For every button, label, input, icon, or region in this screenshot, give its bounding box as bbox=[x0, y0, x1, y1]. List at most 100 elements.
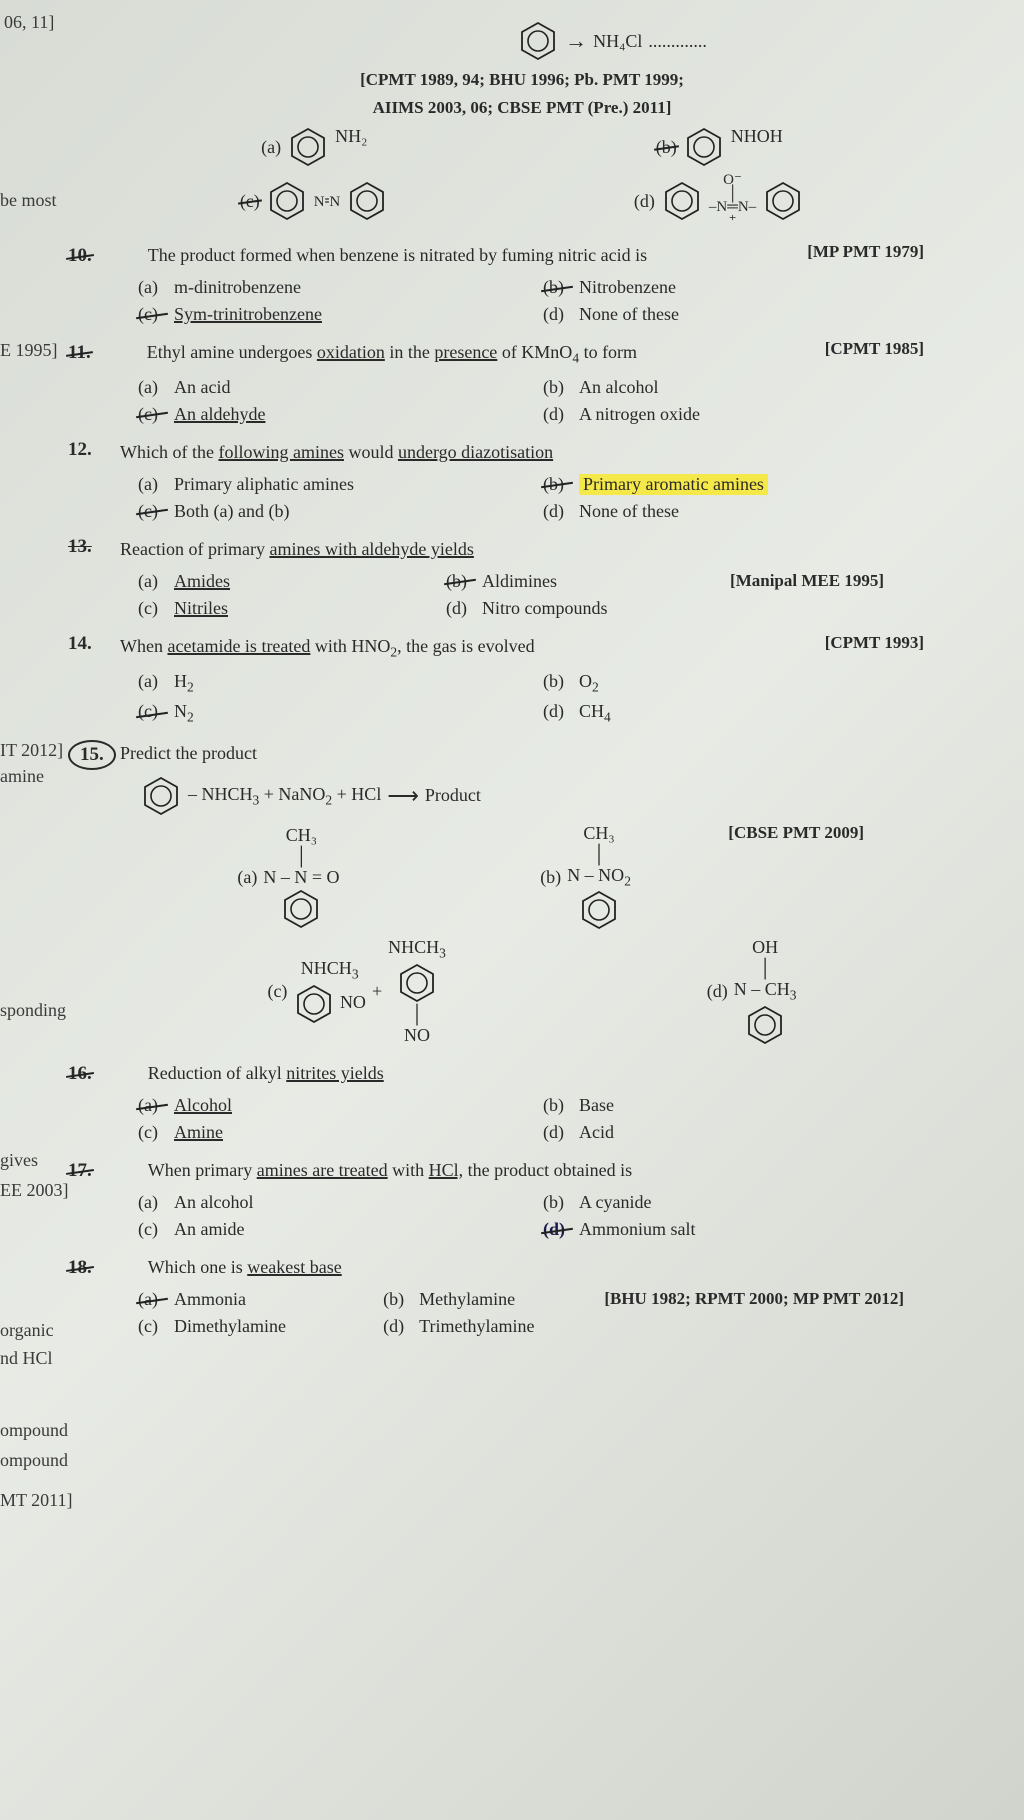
reaction-text: – NHCH3 + NaNO2 + HCl bbox=[188, 784, 381, 809]
question-text: Reaction of primary amines with aldehyde… bbox=[120, 539, 474, 559]
question-ref: [Manipal MEE 1995] bbox=[730, 571, 884, 591]
option-text: Nitriles bbox=[174, 598, 228, 619]
option-label: (d) bbox=[446, 598, 474, 619]
question-text: Reduction of alkyl nitrites yields bbox=[148, 1063, 384, 1083]
question-18: 18. Which one is weakest base bbox=[120, 1254, 924, 1281]
option-label: (a) bbox=[138, 1192, 166, 1213]
benzene-icon bbox=[661, 180, 703, 222]
substituent: NHOH bbox=[731, 126, 783, 147]
option-text: An alcohol bbox=[579, 377, 658, 398]
option-label: (c) bbox=[138, 598, 166, 619]
q18-options: (a)Ammonia (b)Methylamine (c)Dimethylami… bbox=[138, 1289, 604, 1337]
option-label: (a) bbox=[138, 474, 166, 495]
option-text: A cyanide bbox=[579, 1192, 651, 1213]
q13-options: (a)Amides (b)Aldimines (c)Nitriles (d)Ni… bbox=[138, 571, 730, 619]
q12-options: (a) Primary aliphatic amines (b) Primary a… bbox=[138, 474, 924, 522]
question-number: 15. bbox=[68, 740, 116, 770]
q14-options: (a)H2 (b)O2 (c)N2 (d)CH4 bbox=[138, 671, 924, 726]
q11-options: (a)An acid (b)An alcohol (c)An aldehyde … bbox=[138, 377, 924, 425]
option-label: (a) bbox=[237, 867, 257, 888]
option-label: (a) bbox=[138, 571, 166, 592]
question-ref: [CBSE PMT 2009] bbox=[728, 823, 864, 843]
q9-option-a: (a) NH₂ bbox=[261, 126, 367, 168]
benzene-icon bbox=[346, 180, 388, 222]
option-text: CH4 bbox=[579, 701, 611, 726]
option-text: Nitrobenzene bbox=[579, 277, 676, 298]
option-text: Base bbox=[579, 1095, 614, 1116]
benzene-icon bbox=[744, 1004, 786, 1046]
benzene-icon bbox=[517, 20, 559, 62]
question-number: 16. bbox=[68, 1063, 92, 1084]
question-11: 11. Ethyl amine undergoes oxidation in t… bbox=[120, 339, 924, 369]
substituent-main: │N – NO2 bbox=[567, 844, 631, 890]
option-label: (a) bbox=[138, 277, 166, 298]
plus-sign: + bbox=[372, 981, 382, 1002]
q9-option-b: (b) NHOH bbox=[656, 126, 783, 168]
option-text: Ammonium salt bbox=[579, 1219, 696, 1240]
substituent-top: CH₃ bbox=[567, 823, 631, 844]
margin-it2012: IT 2012] bbox=[0, 740, 63, 761]
option-label: (b) bbox=[543, 671, 571, 696]
option-text: Trimethylamine bbox=[419, 1316, 534, 1337]
q17-options: (a)An alcohol (b)A cyanide (c)An amide (… bbox=[138, 1192, 924, 1240]
margin-e1995: E 1995] bbox=[0, 340, 58, 361]
option-text: An acid bbox=[174, 377, 230, 398]
option-text: H2 bbox=[174, 671, 194, 696]
margin-nd-hcl: nd HCl bbox=[0, 1348, 53, 1369]
option-text: Amides bbox=[174, 571, 230, 592]
question-text: Which of the following amines would unde… bbox=[120, 442, 553, 462]
option-text: None of these bbox=[579, 501, 679, 522]
option-label: (c) bbox=[138, 404, 166, 425]
question-number: 12. bbox=[68, 439, 92, 461]
reference-line-2: AIIMS 2003, 06; CBSE PMT (Pre.) 2011] bbox=[120, 98, 924, 118]
arrow-icon: → bbox=[565, 28, 587, 54]
benzene-icon bbox=[280, 888, 322, 930]
option-text: Primary aliphatic amines bbox=[174, 474, 354, 495]
question-text: Which one is weakest base bbox=[148, 1257, 342, 1277]
reference-line-1: [CPMT 1989, 94; BHU 1996; Pb. PMT 1999; bbox=[120, 70, 924, 90]
substituent-main: │N – N = O bbox=[263, 846, 339, 888]
reagent-text: NH₄Cl bbox=[593, 31, 642, 52]
option-label: (d) bbox=[543, 701, 571, 726]
question-text: When acetamide is treated with HNO2, the… bbox=[120, 636, 535, 656]
option-label: (a) bbox=[261, 137, 281, 158]
option-label: (b) bbox=[543, 377, 571, 398]
option-label: (a) bbox=[138, 671, 166, 696]
q15-reaction: – NHCH3 + NaNO2 + HCl ⟶ Product bbox=[140, 775, 924, 817]
question-10: 10. The product formed when benzene is n… bbox=[120, 242, 924, 269]
margin-be-most: be most bbox=[0, 190, 57, 211]
question-ref: [CPMT 1985] bbox=[825, 339, 924, 359]
diazo-bridge: O⁻│–N═N–⁺ bbox=[709, 174, 756, 228]
question-text: The product formed when benzene is nitra… bbox=[148, 245, 647, 265]
option-text: Alcohol bbox=[174, 1095, 232, 1116]
question-14: 14. When acetamide is treated with HNO2,… bbox=[120, 633, 924, 663]
option-label: (b) bbox=[383, 1289, 411, 1310]
benzene-icon bbox=[140, 775, 182, 817]
option-label: (c) bbox=[138, 701, 166, 726]
margin-ee2003: EE 2003] bbox=[0, 1180, 68, 1201]
option-label: (d) bbox=[383, 1316, 411, 1337]
option-text: An amide bbox=[174, 1219, 244, 1240]
substituent: NHCH3 bbox=[293, 958, 366, 983]
option-label: (c) bbox=[138, 1122, 166, 1143]
option-label: (a) bbox=[138, 1095, 166, 1116]
question-ref: [MP PMT 1979] bbox=[807, 242, 924, 262]
option-text: Sym-trinitrobenzene bbox=[174, 304, 322, 325]
option-label: (d) bbox=[634, 191, 655, 212]
option-text: O2 bbox=[579, 671, 599, 696]
substituent-top: CH₃ bbox=[263, 825, 339, 846]
azo-bridge: N⹀N bbox=[314, 191, 340, 211]
option-label: (b) bbox=[543, 474, 571, 495]
question-number: 14. bbox=[68, 633, 92, 655]
option-label: (c) bbox=[240, 191, 260, 212]
q10-options: (a)m-dinitrobenzene (b)Nitrobenzene (c)S… bbox=[138, 277, 924, 325]
option-text-highlighted: Primary aromatic amines bbox=[579, 474, 768, 495]
question-ref: [CPMT 1993] bbox=[825, 633, 924, 653]
dots: ............. bbox=[648, 31, 707, 52]
q15-option-a: (a) CH₃ │N – N = O bbox=[237, 825, 339, 930]
margin-gives: gives bbox=[0, 1150, 38, 1171]
option-text: Amine bbox=[174, 1122, 223, 1143]
option-label: (c) bbox=[138, 304, 166, 325]
question-16: 16. Reduction of alkyl nitrites yields bbox=[120, 1060, 924, 1087]
benzene-icon bbox=[578, 889, 620, 931]
